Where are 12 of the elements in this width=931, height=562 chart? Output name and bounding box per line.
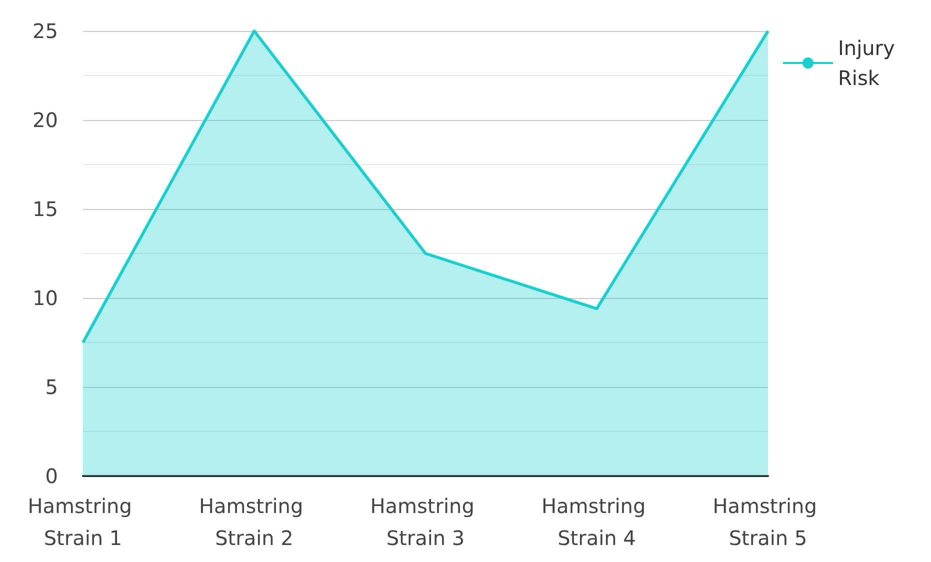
- x-tick-label: Hamstring Strain 3: [370, 494, 481, 550]
- y-tick-label: 25: [32, 19, 58, 43]
- x-tick-label: Hamstring Strain 5: [712, 494, 824, 550]
- x-tick-label: Hamstring Strain 1: [28, 494, 138, 550]
- x-tick-label: Hamstring Strain 2: [198, 494, 310, 550]
- x-tick-label: Hamstring Strain 4: [541, 494, 652, 550]
- y-tick-label: 15: [32, 197, 58, 221]
- y-tick-label: 20: [32, 108, 58, 132]
- y-tick-label: 0: [45, 464, 58, 488]
- y-tick-label: 5: [45, 375, 58, 399]
- y-tick-label: 10: [32, 286, 58, 310]
- legend-label: Injury Risk: [838, 36, 902, 90]
